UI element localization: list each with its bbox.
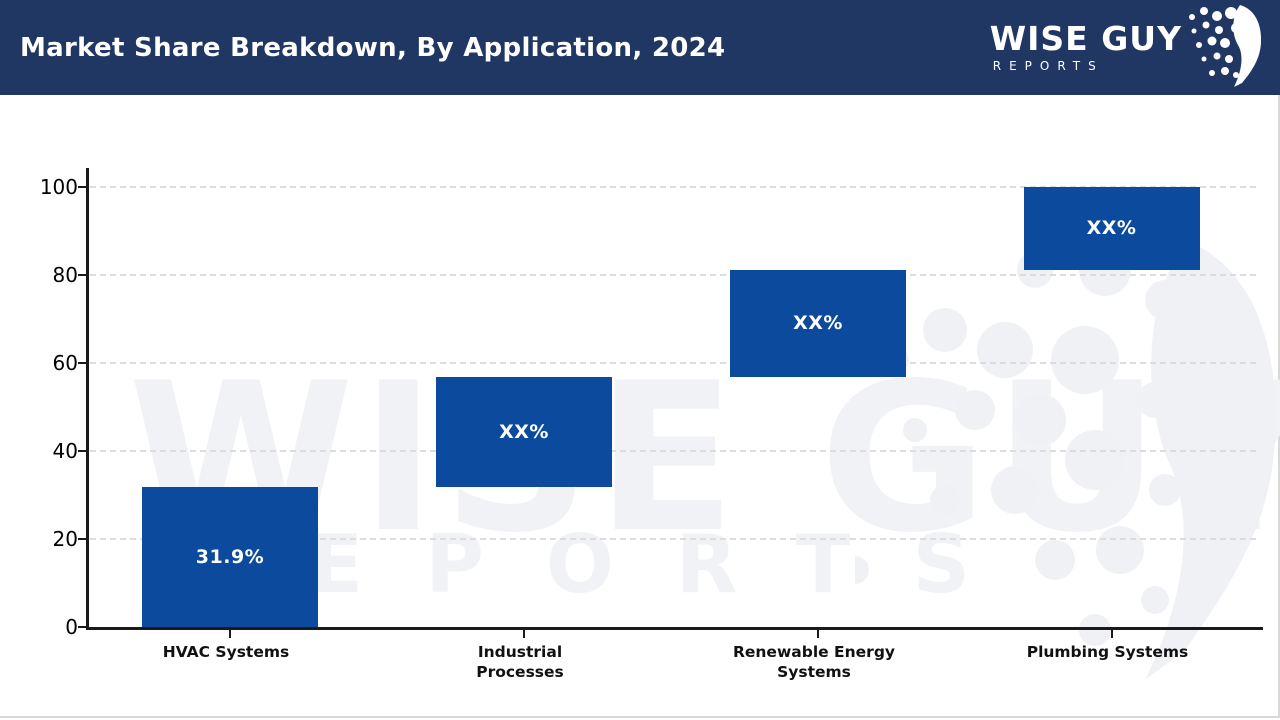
y-tick-mark-0: [78, 626, 88, 628]
gridline-100: [90, 186, 1256, 188]
plot-region: 0 20 40 60 80 100 31.9% HVAC Systems XX% Industri…: [0, 95, 1280, 720]
y-axis-line: [86, 168, 89, 630]
header-bar: Market Share Breakdown, By Application, …: [0, 0, 1280, 95]
x-tick-label-renewable-energy-systems: Renewable Energy Systems: [732, 643, 896, 682]
y-tick-label-40: 40: [52, 439, 78, 463]
bar-value-label-hvac-systems: 31.9%: [195, 545, 265, 568]
y-tick-label-80: 80: [52, 263, 78, 287]
gridline-60: [90, 362, 1256, 364]
x-tick-label-plumbing-systems: Plumbing Systems: [1026, 643, 1189, 661]
bottom-divider: [0, 716, 1280, 718]
y-tick-mark-60: [78, 362, 88, 364]
y-tick-mark-100: [78, 186, 88, 188]
bar-segment-plumbing-systems: [1023, 187, 1200, 270]
y-tick-mark-80: [78, 274, 88, 276]
x-tick-label-hvac-systems: HVAC Systems: [162, 643, 290, 661]
x-tick-mark-plumbing-systems: [1110, 630, 1113, 638]
gridline-40: [90, 450, 1256, 452]
x-tick-mark-renewable-energy-systems: [817, 630, 819, 638]
gridline-80: [90, 274, 1256, 276]
y-tick-label-60: 60: [52, 351, 78, 375]
bar-segment-renewable-energy-systems: [730, 269, 906, 378]
right-divider: [1278, 95, 1280, 717]
x-tick-label-industrial-processes: Industrial Processes: [476, 643, 564, 682]
y-tick-mark-20: [78, 538, 88, 540]
brand-name: WISE GUY: [989, 19, 1182, 58]
y-tick-mark-40: [78, 450, 88, 452]
page-title: Market Share Breakdown, By Application, …: [20, 32, 726, 63]
bar-value-label-plumbing-systems: XX%: [1086, 217, 1137, 240]
brand-logo-text: WISE GUY REPORTS: [990, 22, 1182, 73]
y-tick-label-20: 20: [52, 527, 78, 551]
dotted-head-logo-icon: [1184, 3, 1262, 93]
y-tick-label-0: 0: [65, 615, 78, 639]
x-tick-mark-industrial-processes: [523, 630, 525, 638]
y-tick-label-100: 100: [39, 175, 78, 199]
brand-subname: REPORTS: [992, 59, 1104, 73]
x-tick-mark-hvac-systems: [229, 630, 231, 638]
brand-logo: WISE GUY REPORTS: [990, 3, 1262, 93]
x-axis-line: [86, 627, 1263, 630]
bar-segment-industrial-processes: [436, 377, 612, 487]
bar-segment-hvac-systems: [142, 486, 318, 627]
bar-value-label-industrial-processes: XX%: [499, 420, 549, 443]
bar-value-label-renewable-energy-systems: XX%: [793, 312, 843, 335]
chart-canvas: WISE GUY REPORTS 0 20 40 60 80 100 31.9% HVAC S…: [0, 95, 1280, 720]
watermark-dotted-head-icon: [841, 210, 1280, 694]
gridline-20: [90, 538, 1256, 540]
